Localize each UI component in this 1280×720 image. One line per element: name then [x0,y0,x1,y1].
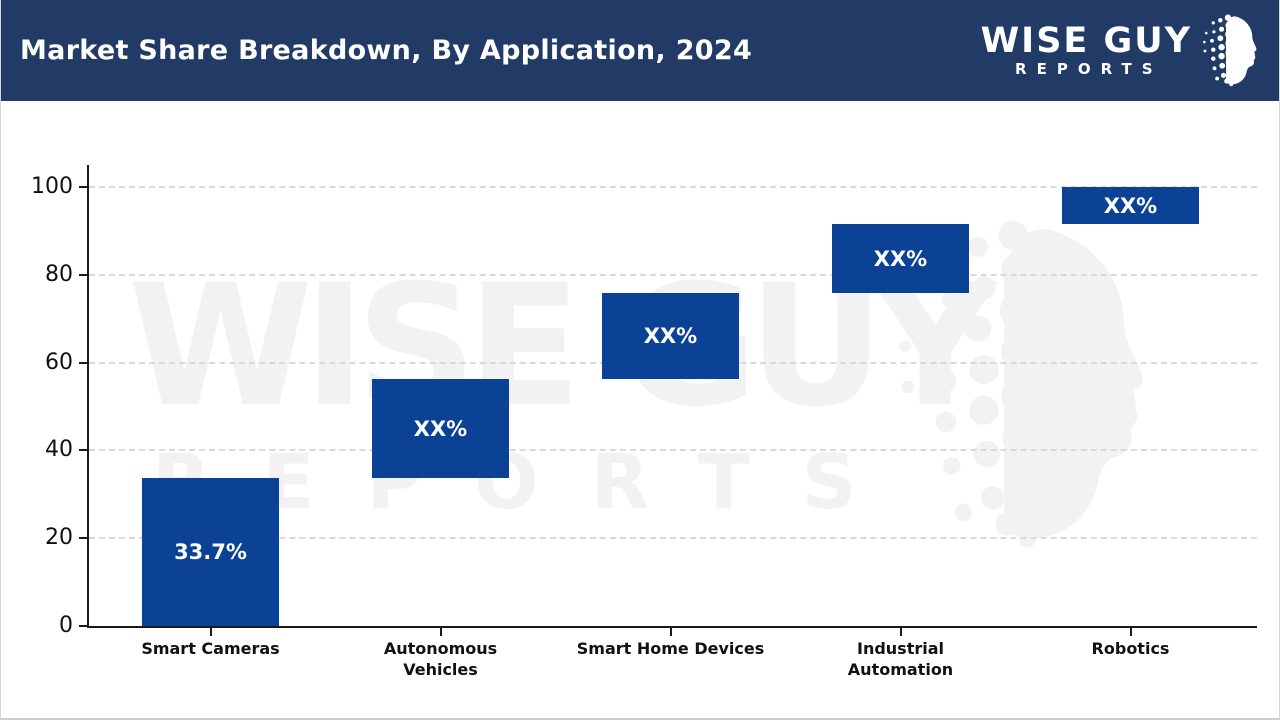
bar-value-label-autonomous-vehicles: XX% [413,416,468,441]
y-axis-spine [87,165,89,628]
x-tick-label-autonomous-vehicles: Autonomous Vehicles [383,639,498,679]
x-tick-mark [669,628,672,636]
x-axis-spine [87,626,1257,628]
y-tick-label: 80 [45,261,73,287]
y-tick-mark [79,361,89,364]
y-tick-mark [79,273,89,276]
y-tick-mark [79,537,89,540]
bar-autonomous-vehicles: XX% [372,379,509,479]
y-tick-label: 20 [45,525,73,551]
y-gridline [89,273,1257,276]
bar-value-label-smart-cameras: 33.7% [174,540,247,565]
bar-industrial-automation: XX% [832,224,969,294]
x-tick-label-smart-cameras: Smart Cameras [141,639,280,658]
bar-smart-cameras: 33.7% [142,478,279,626]
x-tick-mark [439,628,442,636]
x-tick-mark [899,628,902,636]
logo-text: WISE GUY REPORTS [981,24,1192,77]
bar-value-label-robotics: XX% [1103,193,1158,218]
x-tick-label-robotics: Robotics [1091,639,1170,658]
bar-robotics: XX% [1062,187,1199,225]
bar-value-label-industrial-automation: XX% [873,246,928,271]
logo-subtitle: REPORTS [1015,60,1163,78]
x-tick-mark [1129,628,1132,636]
x-tick-label-smart-home-devices: Smart Home Devices [576,639,765,658]
logo-wordmark: WISE GUY [980,21,1192,61]
bar-value-label-smart-home-devices: XX% [643,324,698,349]
header: Market Share Breakdown, By Application, … [0,0,1280,101]
bar-smart-home-devices: XX% [602,293,739,380]
page-title: Market Share Breakdown, By Application, … [20,35,753,66]
y-tick-mark [79,449,89,452]
x-tick-mark [209,628,212,636]
wise-guy-logo: WISE GUY REPORTS [981,9,1260,93]
y-tick-label: 40 [45,437,73,463]
y-tick-mark [79,625,89,627]
y-tick-label: 0 [59,613,73,638]
x-tick-label-industrial-automation: Industrial Automation [847,639,954,679]
y-gridline [89,449,1257,452]
y-tick-mark [79,186,89,188]
y-gridline [89,186,1257,188]
y-tick-label: 60 [45,349,73,375]
y-tick-label: 100 [31,174,73,199]
y-gridline [89,537,1257,540]
